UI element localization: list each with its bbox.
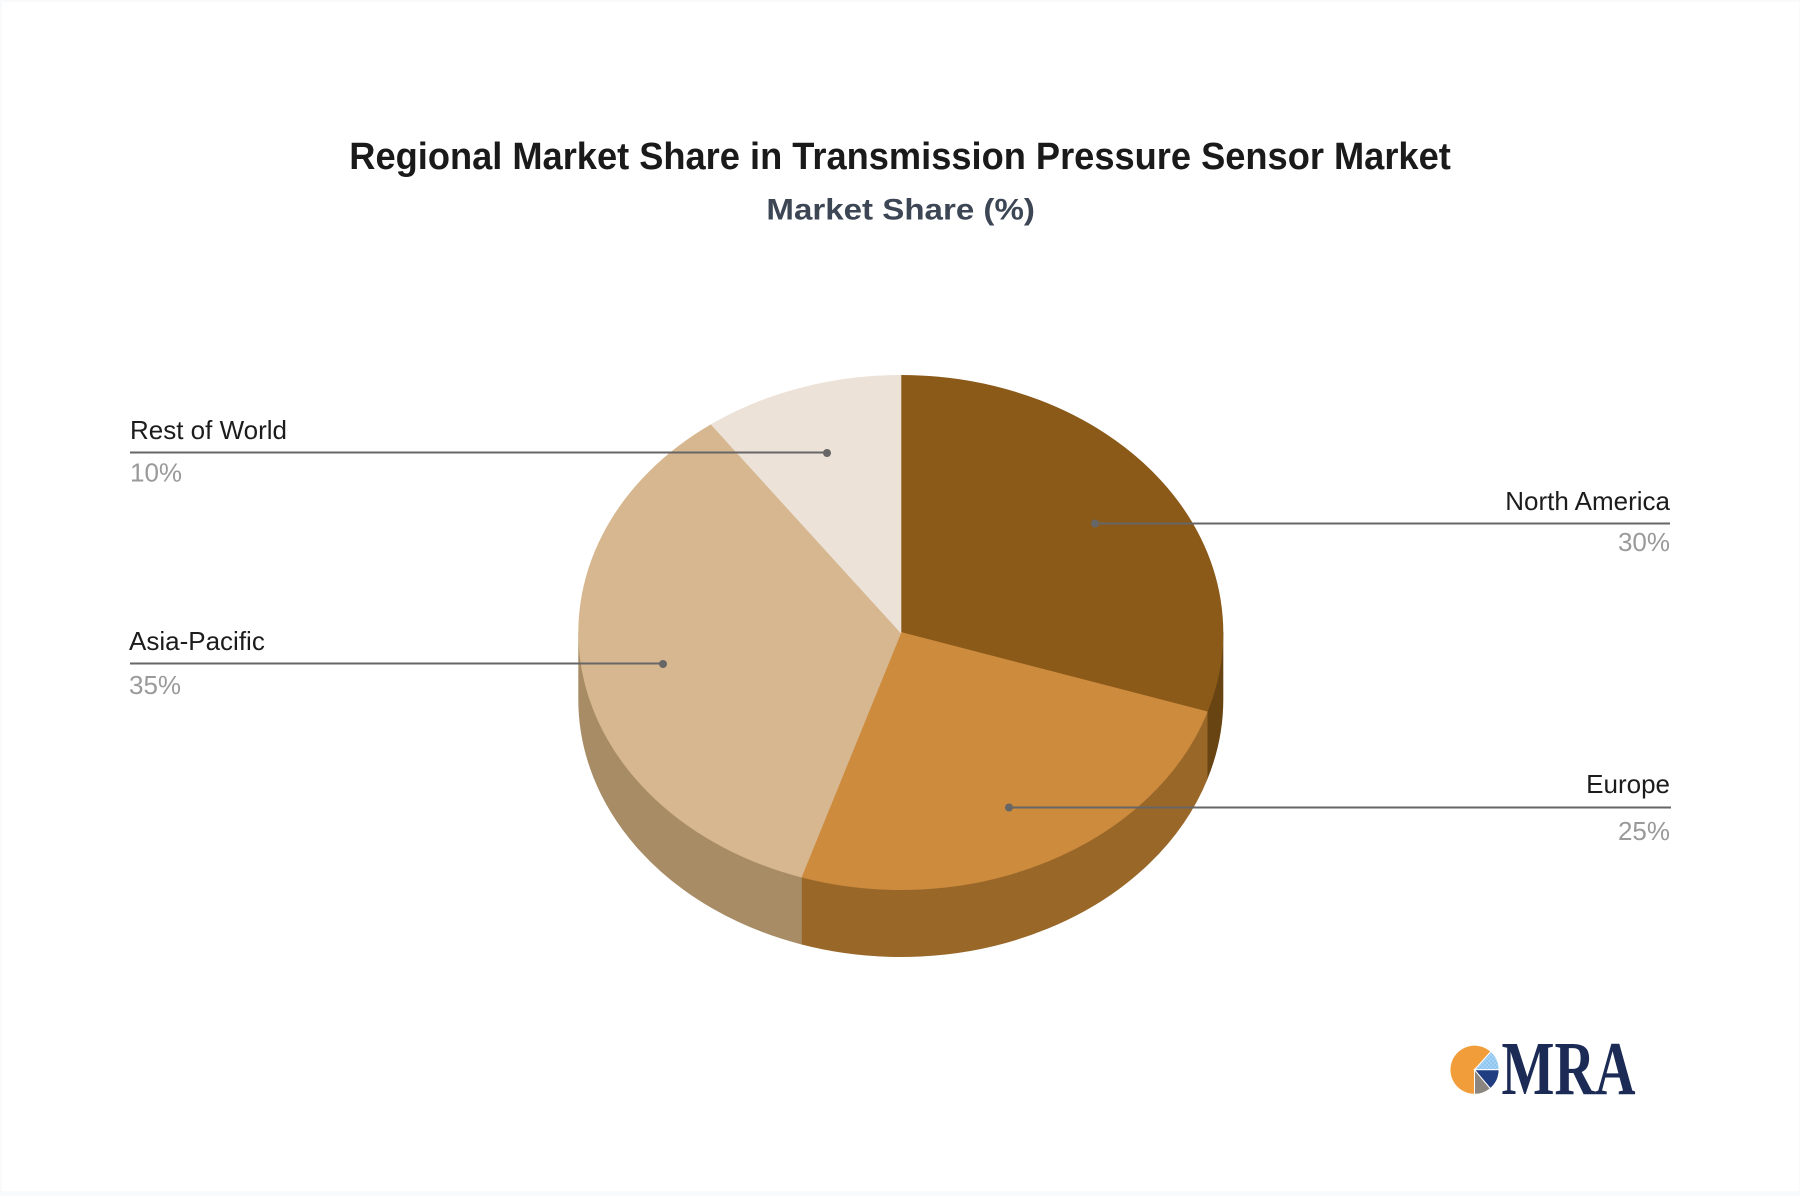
svg-text:25%: 25% <box>1618 816 1670 846</box>
svg-text:Rest of World: Rest of World <box>130 415 287 445</box>
svg-text:35%: 35% <box>129 670 181 700</box>
svg-text:Asia-Pacific: Asia-Pacific <box>129 626 265 656</box>
svg-text:30%: 30% <box>1618 527 1670 557</box>
svg-text:Regional Market Share in Trans: Regional Market Share in Transmission Pr… <box>349 136 1451 178</box>
svg-text:10%: 10% <box>130 458 182 488</box>
svg-text:North America: North America <box>1505 486 1670 516</box>
svg-text:Europe: Europe <box>1586 769 1670 799</box>
svg-text:MRA: MRA <box>1502 1027 1636 1111</box>
svg-text:Market Share (%): Market Share (%) <box>766 194 1035 227</box>
